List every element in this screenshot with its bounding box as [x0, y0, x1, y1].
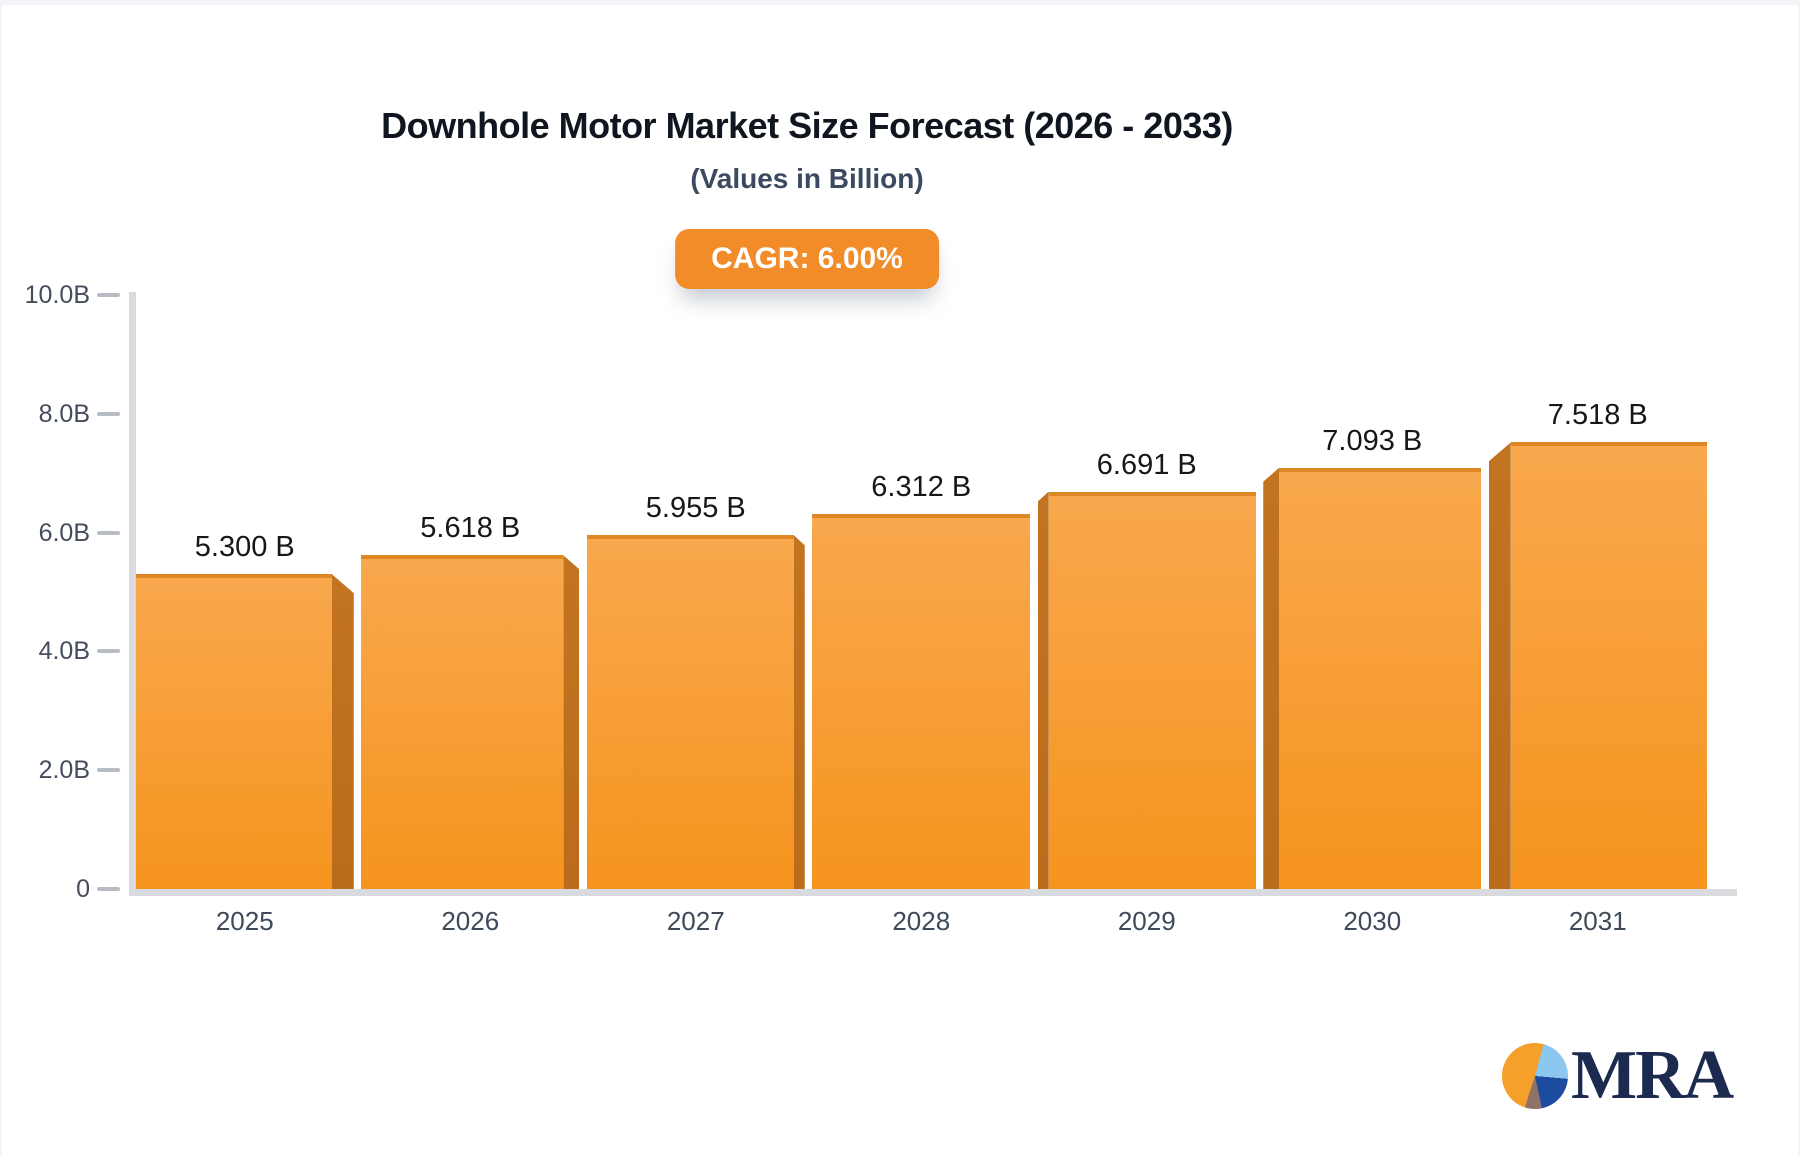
y-axis-label: 10.0B: [24, 281, 90, 309]
bar-2025[interactable]: [135, 574, 332, 889]
x-axis-label: 2026: [441, 906, 500, 936]
bar-value-label: 7.518 B: [1547, 399, 1648, 432]
bar-value-label: 6.691 B: [1096, 448, 1197, 481]
bar-side-face: [793, 535, 805, 889]
x-axis-line: [129, 889, 1737, 896]
x-axis-label: 2029: [1117, 906, 1176, 936]
y-axis-line: [129, 292, 136, 896]
y-axis-tick: [97, 530, 120, 535]
y-axis-label: 4.0B: [38, 637, 90, 666]
pie-chart-logo-icon: [1502, 1043, 1568, 1109]
y-axis-tick: [97, 293, 120, 297]
bar-chart: 0 2.0B 4.0B 6.0B 8.0B 10.0B 5.300 B 2025 5.618 B…: [2, 5, 1798, 1156]
cagr-badge: CAGR: 6.00%: [675, 229, 939, 289]
chart-title: Downhole Motor Market Size Forecast (202…: [381, 105, 1233, 146]
y-axis-label: 6.0B: [38, 518, 90, 547]
bar-2031[interactable]: [1510, 442, 1707, 889]
y-axis-label: 2.0B: [38, 756, 90, 785]
bar-side-face: [1037, 491, 1049, 889]
bar-2027[interactable]: [586, 535, 794, 889]
bar-side-face: [1488, 442, 1511, 889]
bar-2029[interactable]: [1048, 491, 1256, 889]
bar-value-label: 7.093 B: [1322, 424, 1423, 457]
y-axis-label: 0: [76, 875, 90, 903]
bar-2028[interactable]: [812, 514, 1031, 889]
chart-subtitle: (Values in Billion): [690, 163, 924, 194]
bar-value-label: 6.312 B: [871, 471, 972, 504]
bar-side-face: [331, 574, 354, 889]
mra-logo: MRA: [1502, 1037, 1734, 1114]
x-axis-label: 2027: [666, 906, 725, 936]
bar-side-face: [563, 555, 580, 889]
x-axis-label: 2030: [1343, 906, 1402, 936]
bar-2030[interactable]: [1279, 467, 1482, 889]
logo-text: MRA: [1571, 1037, 1734, 1114]
y-axis-label: 8.0B: [38, 399, 90, 428]
chart-card: Downhole Motor Market Size Forecast (202…: [2, 5, 1798, 1156]
y-axis-tick: [97, 411, 120, 416]
y-axis-tick: [97, 768, 120, 773]
x-axis-label: 2025: [215, 906, 274, 936]
bar-value-label: 5.955 B: [645, 492, 746, 525]
bar-side-face: [1263, 467, 1280, 889]
x-axis-label: 2028: [892, 906, 951, 936]
x-axis-label: 2031: [1568, 906, 1627, 936]
y-axis-tick: [97, 887, 120, 891]
bar-value-label: 5.618 B: [420, 512, 521, 545]
y-axis-tick: [97, 649, 120, 654]
bar-value-label: 5.300 B: [194, 531, 295, 564]
bar-2026[interactable]: [361, 555, 564, 889]
